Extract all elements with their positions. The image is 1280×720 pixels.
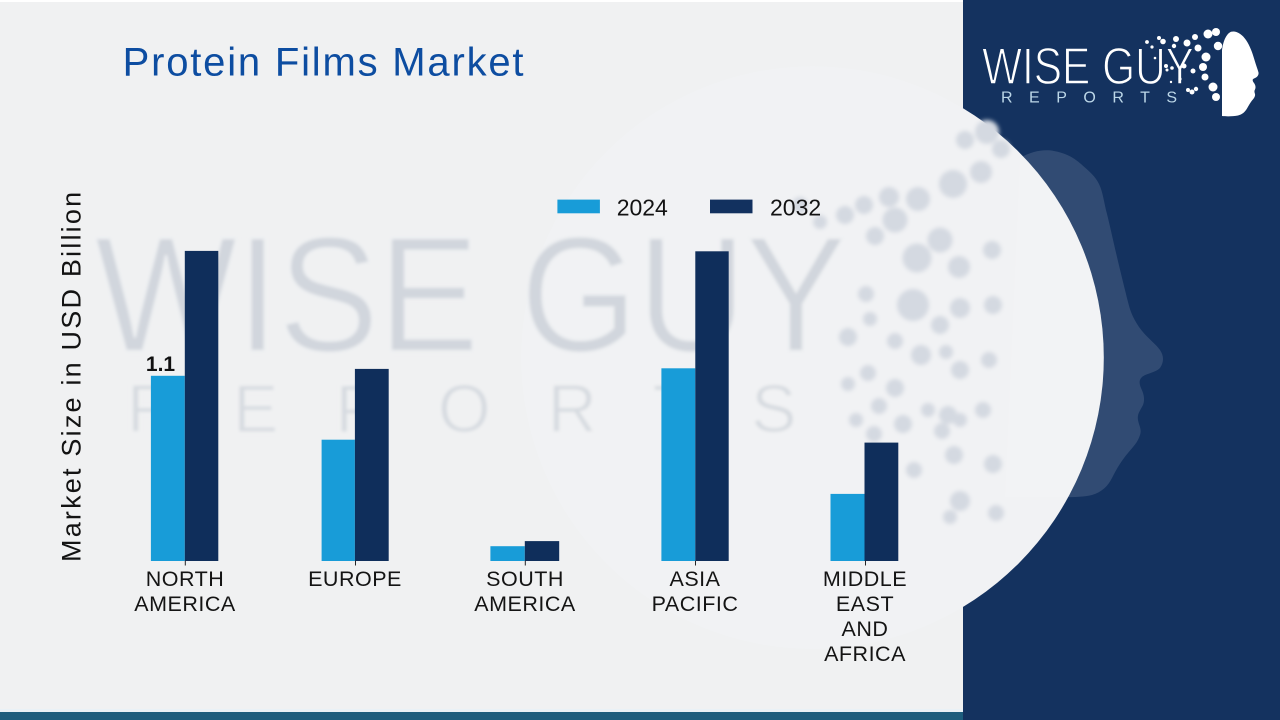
svg-text:REPORTS: REPORTS — [1001, 90, 1194, 107]
svg-text:NORTH: NORTH — [146, 567, 225, 591]
svg-text:2032: 2032 — [770, 194, 821, 220]
svg-text:ASIA: ASIA — [670, 567, 721, 591]
svg-text:AFRICA: AFRICA — [824, 642, 906, 666]
svg-text:MIDDLE: MIDDLE — [823, 567, 907, 591]
svg-text:AMERICA: AMERICA — [474, 592, 576, 616]
svg-text:2024: 2024 — [617, 194, 668, 220]
svg-text:Protein Films Market: Protein Films Market — [123, 41, 526, 85]
svg-text:SOUTH: SOUTH — [486, 567, 564, 591]
svg-text:WISE GUY: WISE GUY — [982, 38, 1194, 96]
svg-text:EAST: EAST — [836, 592, 894, 616]
svg-text:Market Size in USD Billion: Market Size in USD Billion — [57, 190, 87, 562]
svg-text:REPORTS: REPORTS — [127, 371, 853, 447]
svg-text:1.1: 1.1 — [146, 353, 176, 376]
svg-text:AND: AND — [842, 617, 889, 641]
svg-text:PACIFIC: PACIFIC — [652, 592, 739, 616]
svg-text:EUROPE: EUROPE — [308, 567, 402, 591]
svg-text:AMERICA: AMERICA — [134, 592, 236, 616]
